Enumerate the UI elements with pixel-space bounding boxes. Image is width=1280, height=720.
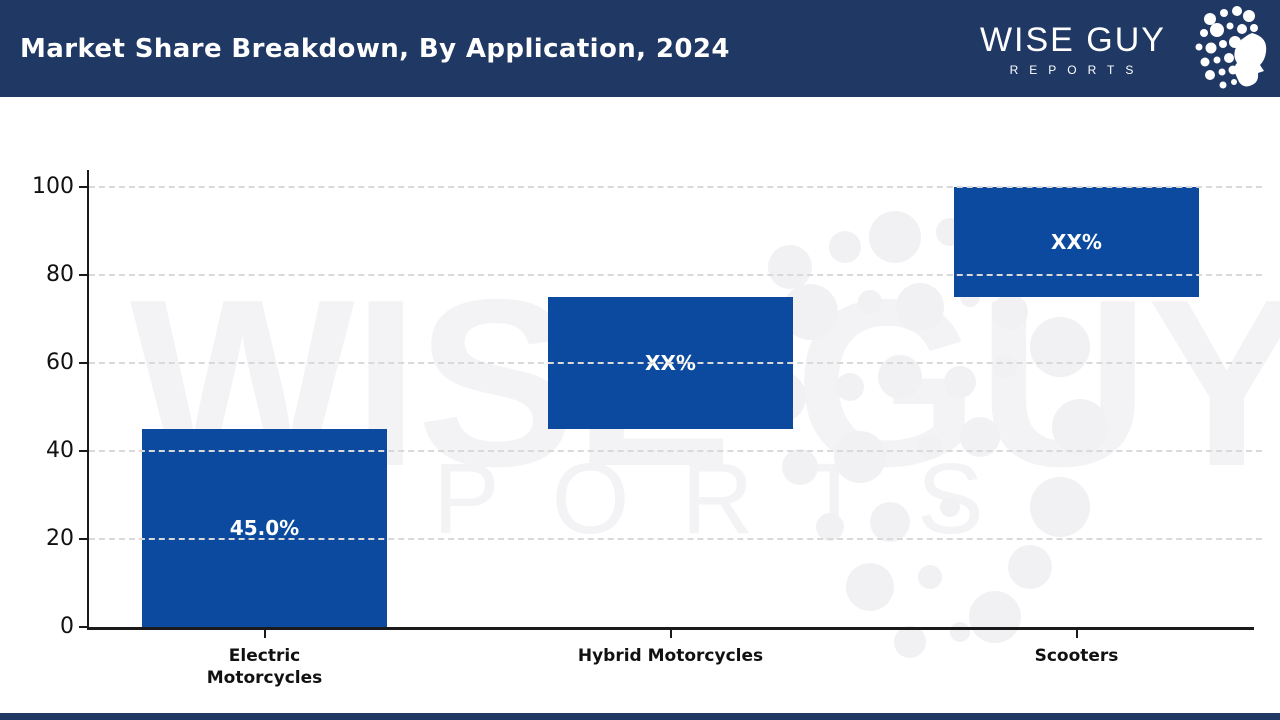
y-tick-label: 40 [46,438,74,463]
y-tick [79,186,88,188]
y-tick [79,362,88,364]
x-category-label: Hybrid Motorcycles [577,646,764,666]
bar-plot: 0 20 40 60 80 100 45.0% XX% XX% Electric Motorcyc… [0,97,1280,720]
x-tick [1075,630,1078,638]
bar-value-label: 45.0% [229,516,300,540]
gridline [89,538,1262,540]
y-tick-label: 80 [46,262,74,287]
logo-line2: REPORTS [1009,63,1145,77]
bar: XX% [954,187,1199,297]
bar-value-label: XX% [1051,230,1102,254]
y-tick-label: 100 [32,174,74,199]
brand-logo: WISE GUY REPORTS [980,5,1268,93]
logo-face-icon [1195,6,1267,89]
y-tick-label: 20 [46,526,74,551]
y-axis [87,170,89,629]
chart-area: WISE GUY REPORTS 0 20 40 60 80 100 45.0% XX% XX%… [0,97,1280,720]
y-tick [79,274,88,276]
report-header: Market Share Breakdown, By Application, … [0,0,1280,97]
bar: 45.0% [142,429,387,627]
gridline [89,362,1262,364]
logo-line1: WISE GUY [979,21,1166,59]
gridline [89,186,1262,188]
y-tick [79,626,88,628]
y-tick [79,450,88,452]
x-tick [669,630,672,638]
y-tick [79,538,88,540]
y-tick-label: 60 [46,350,74,375]
logo-wordmark: WISE GUY REPORTS [980,21,1166,77]
gridline [89,450,1262,452]
y-tick-label: 0 [60,614,74,639]
footer-strip [0,713,1280,720]
x-tick [263,630,266,638]
x-category-label: Electric Motorcycles [206,646,323,688]
page-title: Market Share Breakdown, By Application, … [20,33,730,64]
x-category-label: Scooters [1034,646,1119,666]
gridline [89,274,1262,276]
x-axis [87,627,1254,630]
